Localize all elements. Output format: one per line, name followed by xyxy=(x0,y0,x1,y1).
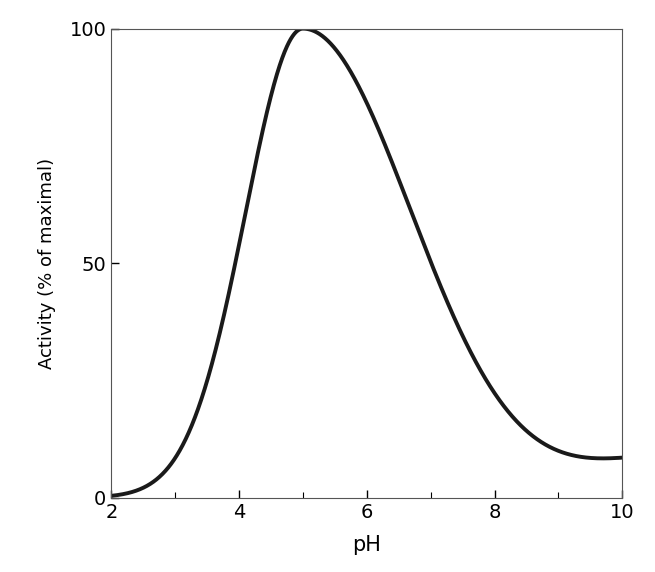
Y-axis label: Activity (% of maximal): Activity (% of maximal) xyxy=(38,157,56,369)
X-axis label: pH: pH xyxy=(352,535,381,555)
